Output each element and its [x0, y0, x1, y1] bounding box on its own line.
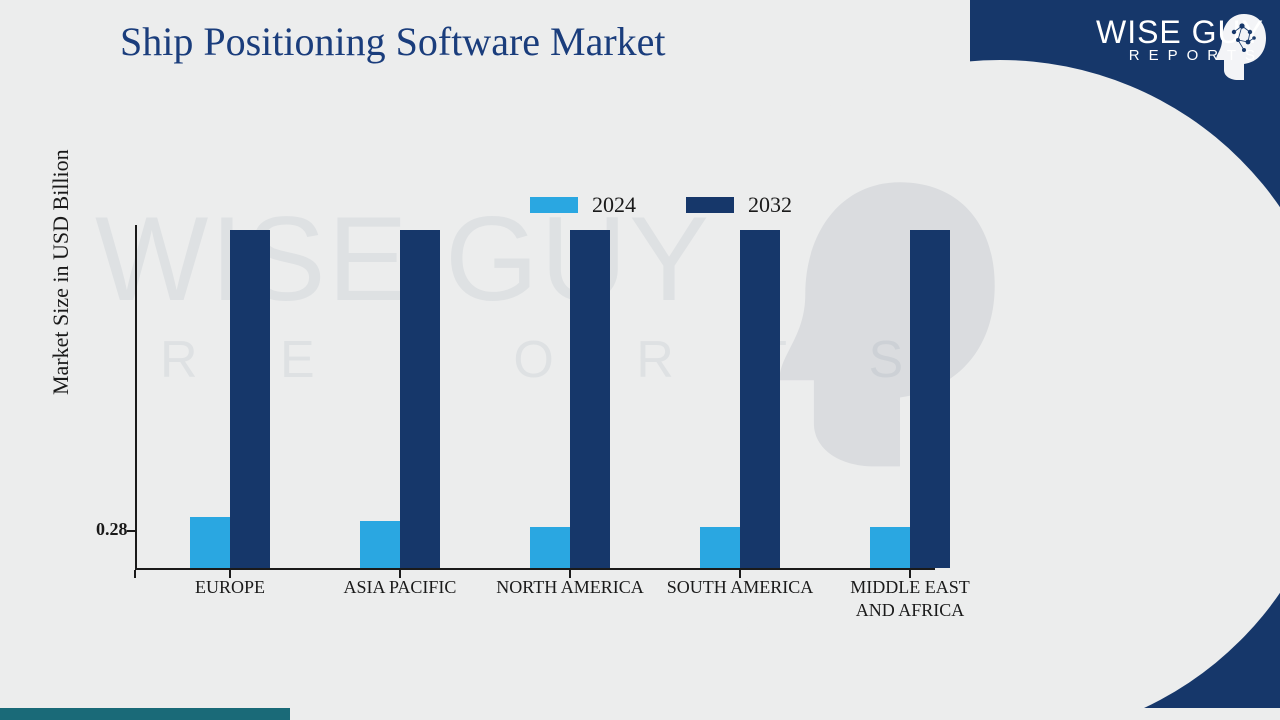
legend-swatch-2032 [686, 197, 734, 213]
chart-plot-area [135, 225, 935, 570]
bar-2024 [360, 521, 400, 568]
brand-head-icon [1214, 10, 1274, 82]
y-axis-line [135, 225, 137, 570]
bar-2032 [400, 230, 440, 568]
legend-item-2032: 2032 [686, 192, 792, 218]
chart-title: Ship Positioning Software Market [120, 18, 666, 65]
bar-2032 [570, 230, 610, 568]
x-axis-line [135, 568, 935, 570]
y-axis-label: Market Size in USD Billion [48, 149, 74, 395]
legend: 2024 2032 [530, 192, 792, 218]
y-tick [127, 530, 135, 532]
y-tick-label: 0.28 [96, 519, 128, 540]
bar-2032 [740, 230, 780, 568]
category-label: MIDDLE EAST AND AFRICA [830, 576, 990, 621]
bar-2024 [530, 527, 570, 568]
category-label: NORTH AMERICA [490, 576, 650, 599]
bar-2024 [870, 527, 910, 568]
bar-2032 [230, 230, 270, 568]
bar-2032 [910, 230, 950, 568]
y-axis-label-text: Market Size in USD Billion [48, 149, 73, 395]
bar-2024 [190, 517, 230, 568]
legend-label-2032: 2032 [748, 192, 792, 218]
legend-item-2024: 2024 [530, 192, 636, 218]
bar-2024 [700, 527, 740, 568]
infographic-stage: Ship Positioning Software Market WISE GU… [0, 0, 1280, 720]
legend-swatch-2024 [530, 197, 578, 213]
brand-word-1: WISE [1096, 14, 1182, 50]
category-label: ASIA PACIFIC [320, 576, 480, 599]
category-label: EUROPE [150, 576, 310, 599]
category-label: SOUTH AMERICA [660, 576, 820, 599]
legend-label-2024: 2024 [592, 192, 636, 218]
bottom-accent-bar [0, 708, 290, 720]
x-tick [134, 570, 136, 578]
